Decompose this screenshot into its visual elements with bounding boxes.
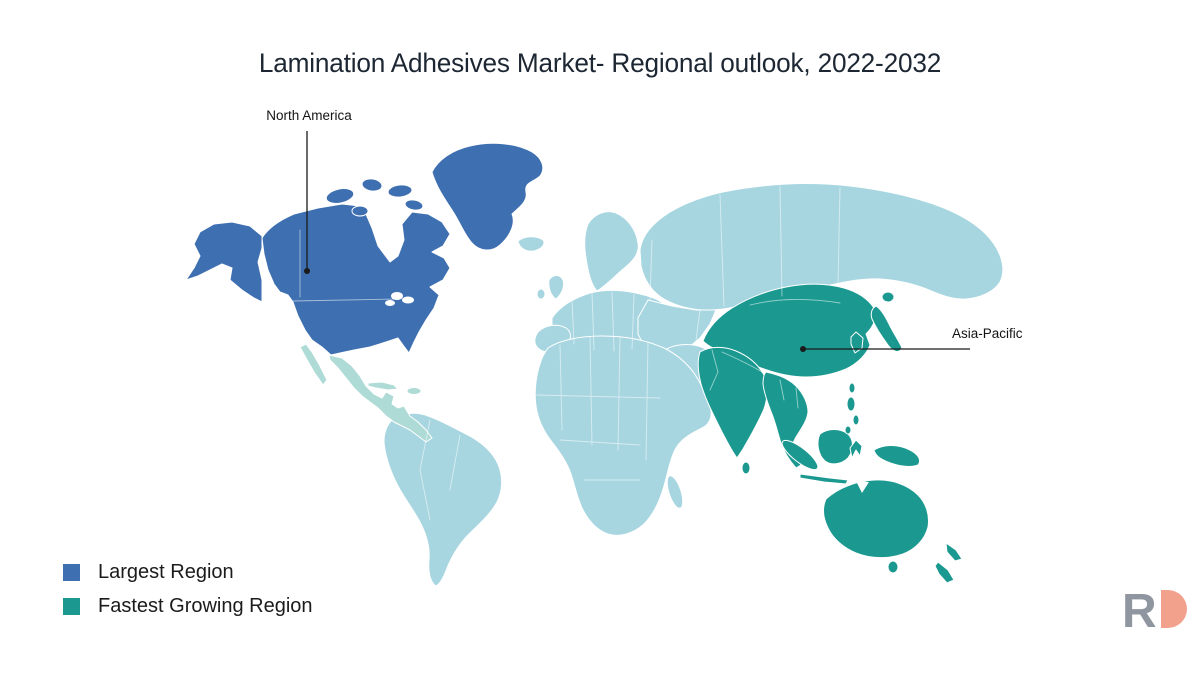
landmass-greenland (431, 142, 544, 251)
legend-swatch-fastest (63, 598, 80, 615)
region-rest-of-world (383, 183, 1004, 587)
leader-dot-north-america (304, 268, 310, 274)
landmass-japan (870, 305, 903, 353)
landmass-arctic-island-1 (325, 188, 355, 204)
logo-d-mark (1161, 590, 1187, 628)
great-lakes (385, 292, 414, 306)
region-north-america (185, 142, 544, 356)
region-asia-pacific (697, 283, 963, 584)
landmass-mexico-central-america (328, 354, 433, 443)
landmass-africa (534, 335, 712, 536)
landmass-sri-lanka (741, 461, 751, 475)
landmass-borneo (817, 429, 853, 465)
landmass-alaska (185, 221, 263, 303)
landmass-canada-usa (261, 203, 451, 356)
label-asia-pacific: Asia-Pacific (952, 326, 1023, 341)
label-north-america: North America (266, 108, 352, 123)
landmass-new-zealand-north (945, 542, 963, 562)
landmass-tasmania (887, 560, 899, 574)
legend-item-fastest-growing-region: Fastest Growing Region (63, 595, 313, 618)
landmass-new-guinea (873, 445, 921, 467)
brand-logo: R (1122, 585, 1188, 639)
landmass-sulawesi (849, 439, 863, 459)
landmass-philippines-mindanao (844, 425, 852, 435)
landmass-sumatra (781, 439, 819, 471)
brand-logo-graphic: R (1122, 585, 1187, 638)
landmass-australia (823, 479, 929, 559)
annotation-lines (306, 131, 970, 350)
gulf-of-carpentaria-notch (856, 481, 869, 493)
landmass-arctic-island-5 (404, 199, 424, 211)
landmass-philippines-visayas (852, 414, 860, 426)
landmass-baja-california (299, 343, 328, 386)
landmass-madagascar (666, 475, 684, 509)
landmass-cuba (367, 381, 399, 391)
landmass-scandinavia (584, 211, 639, 292)
leader-dot-asia-pacific (800, 346, 806, 352)
landmass-arctic-island-2 (361, 178, 383, 192)
country-borders (292, 185, 841, 521)
annotation-dots (304, 268, 806, 352)
landmass-iceland (517, 236, 545, 252)
legend-label-largest: Largest Region (98, 561, 234, 583)
landmass-hispaniola (406, 387, 422, 395)
legend-item-largest-region: Largest Region (63, 561, 313, 584)
landmass-russia (639, 183, 1004, 311)
landmass-hokkaido (881, 291, 895, 303)
landmass-java (799, 473, 849, 485)
legend-swatch-largest (63, 564, 80, 581)
region-central-america (299, 343, 433, 443)
landmass-india (697, 346, 768, 459)
legend-label-fastest: Fastest Growing Region (98, 595, 313, 617)
logo-letter-r: R (1122, 586, 1157, 634)
landmass-united-kingdom (548, 275, 565, 300)
landmass-philippines-luzon (846, 396, 856, 412)
landmass-arctic-island-4 (351, 205, 369, 217)
legend: Largest Region Fastest Growing Region (63, 561, 313, 618)
landmass-korea (850, 331, 864, 354)
landmass-arctic-island-3 (387, 184, 413, 198)
landmass-ireland (536, 288, 546, 300)
landmass-taiwan (848, 382, 856, 394)
chart-title: Lamination Adhesives Market- Regional ou… (258, 48, 942, 78)
landmass-new-zealand-south (934, 561, 955, 584)
landmass-south-america (383, 412, 503, 587)
